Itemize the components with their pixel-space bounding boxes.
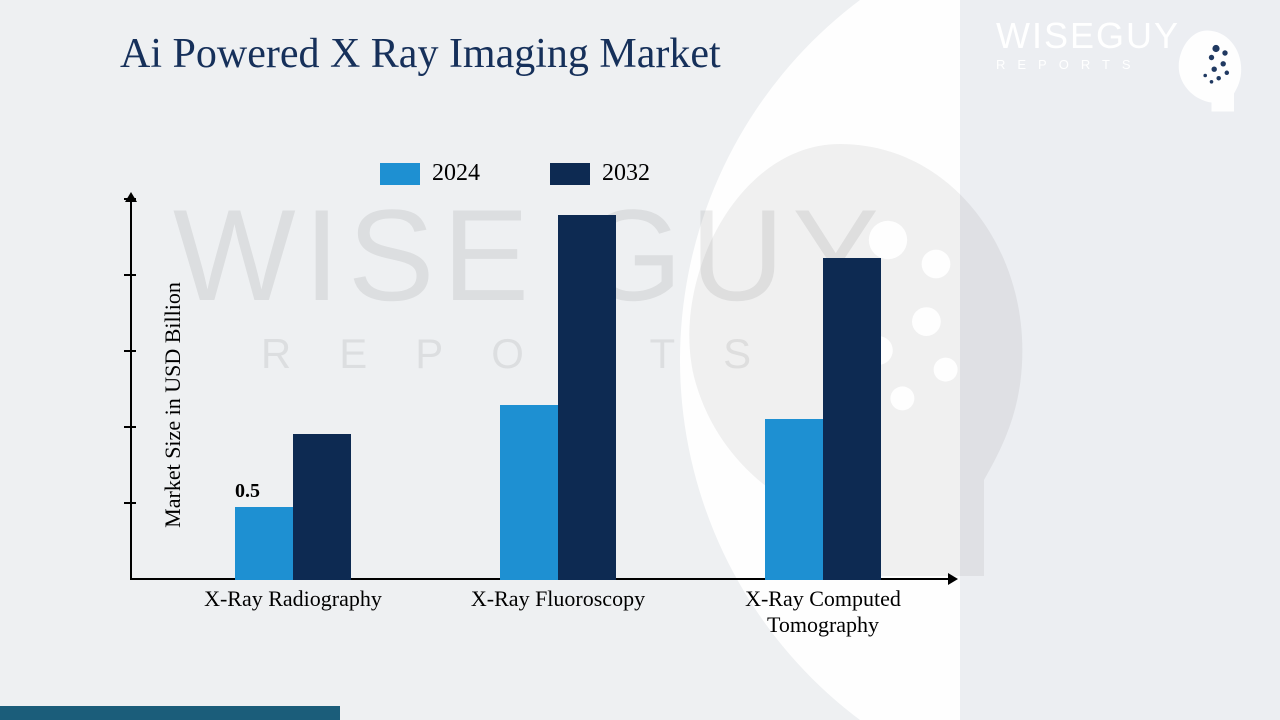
bar [558, 215, 616, 580]
bar-chart: Market Size in USD Billion 2024 2032 0.5… [80, 150, 950, 660]
brand-sub: REPORTS [996, 58, 1180, 71]
brand-name: WISEGUY [996, 18, 1180, 54]
bar-group: 0.5X-Ray Radiography [235, 434, 351, 580]
category-label: X-Ray Radiography [193, 580, 393, 612]
y-tick [124, 198, 136, 200]
chart-title: Ai Powered X Ray Imaging Market [120, 30, 721, 78]
bottom-strip [0, 706, 340, 720]
legend-swatch-2024 [380, 163, 420, 185]
y-tick [124, 350, 136, 352]
legend-label: 2032 [602, 160, 650, 187]
bar [823, 258, 881, 580]
bar [293, 434, 351, 580]
category-label: X-Ray Computed Tomography [723, 580, 923, 639]
legend: 2024 2032 [380, 160, 650, 187]
stage: WISE GUY REPORTS Ai Powered X Ray Imagin… [0, 0, 1280, 720]
y-tick [124, 426, 136, 428]
brand-logo: WISEGUY REPORTS [996, 18, 1252, 71]
category-label: X-Ray Fluoroscopy [458, 580, 658, 612]
bar [765, 419, 823, 580]
value-label: 0.5 [235, 480, 260, 503]
legend-item: 2032 [550, 160, 650, 187]
legend-label: 2024 [432, 160, 480, 187]
y-tick [124, 502, 136, 504]
plot-area: 0.5X-Ray Radiography X-Ray Fluoroscopy X-R… [130, 200, 950, 580]
bar [500, 405, 558, 580]
bar-group: X-Ray Fluoroscopy [500, 215, 616, 580]
bar-group: X-Ray Computed Tomography [765, 258, 881, 580]
bar [235, 507, 293, 580]
y-tick [124, 274, 136, 276]
legend-item: 2024 [380, 160, 480, 187]
y-axis [130, 200, 132, 580]
legend-swatch-2032 [550, 163, 590, 185]
